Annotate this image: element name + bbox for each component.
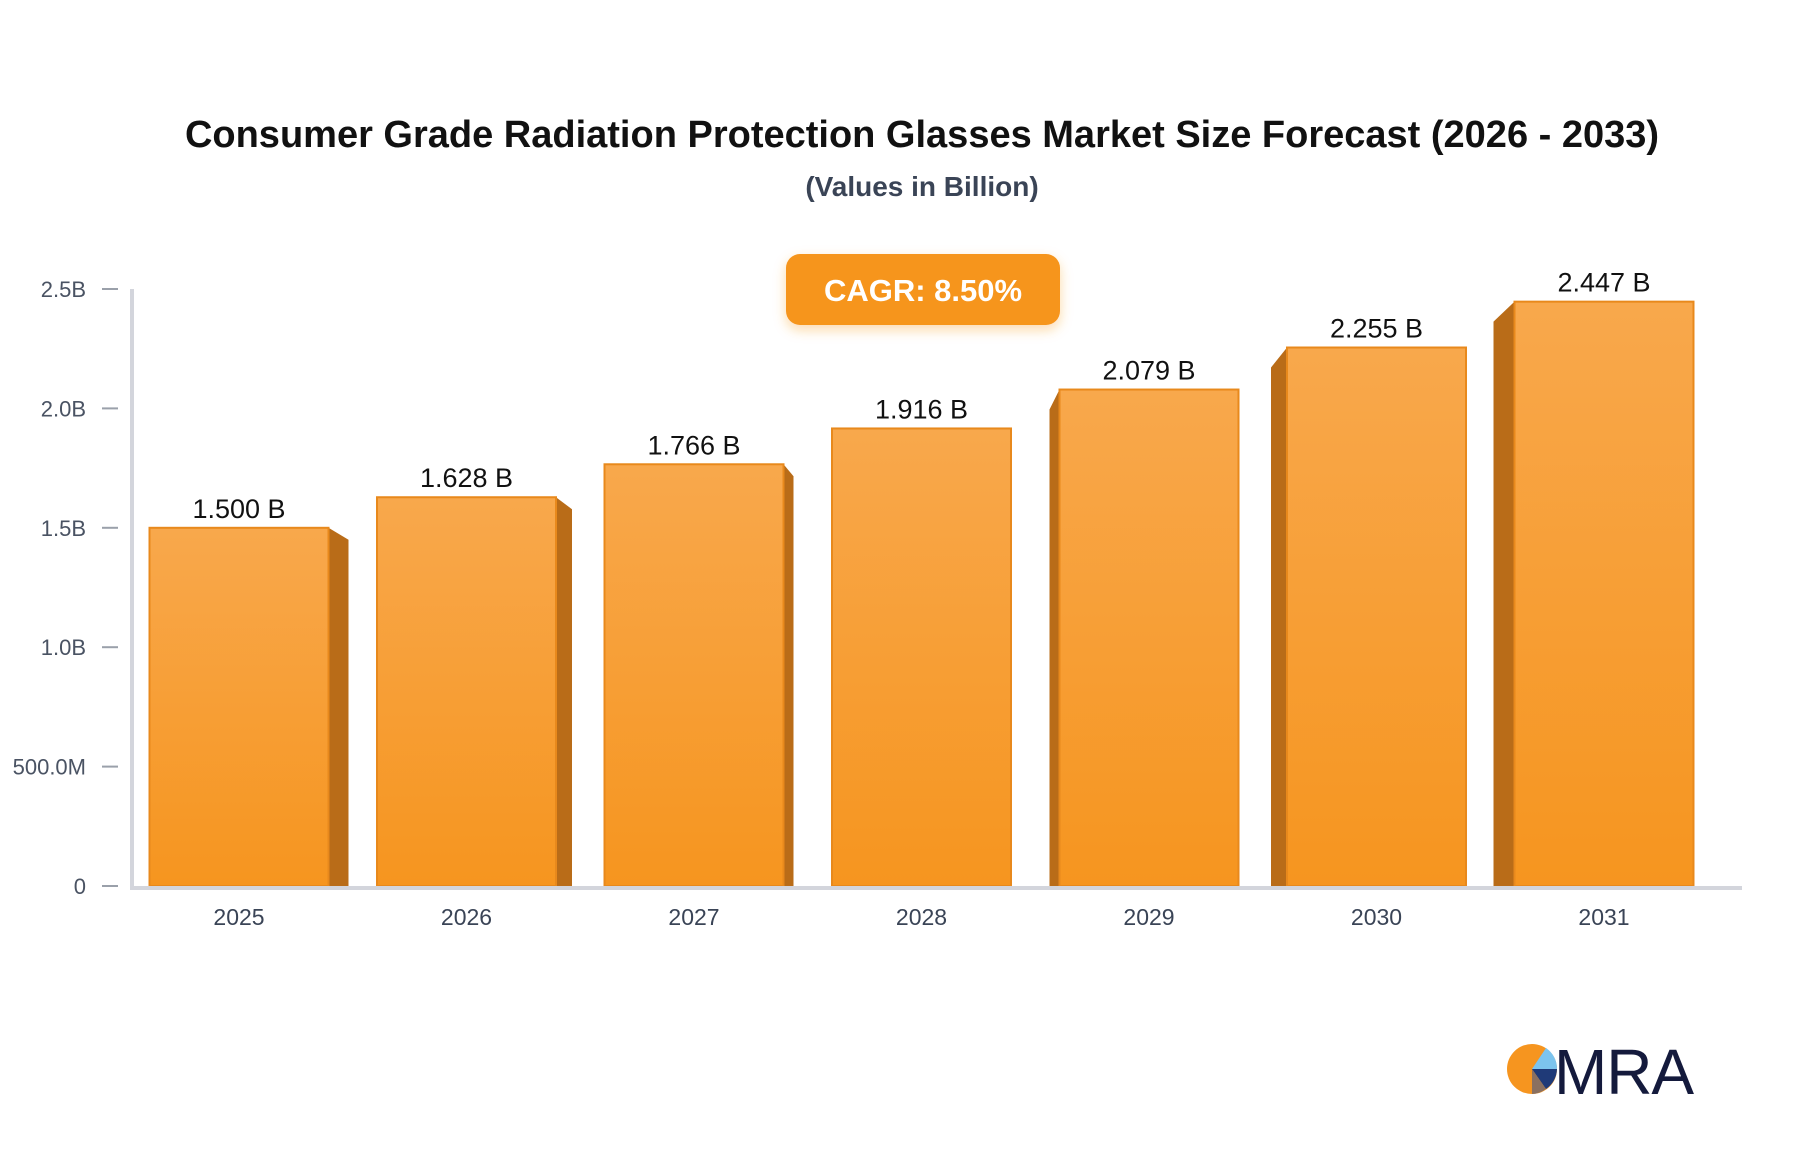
data-label: 2.255 B	[1330, 314, 1423, 344]
chart-subtitle: (Values in Billion)	[805, 171, 1038, 202]
bar-side	[328, 527, 349, 886]
bar-2031	[1513, 300, 1695, 888]
bar-side	[783, 464, 794, 886]
bar-2027	[603, 463, 785, 887]
x-tick-label: 2030	[1351, 904, 1402, 930]
bar-side	[1049, 389, 1060, 886]
cagr-badge	[786, 254, 1060, 325]
data-label: 1.500 B	[192, 494, 285, 524]
y-tick-label: 2.5B	[41, 277, 86, 302]
bars: 1.500 B 2025 1.628 B 2026 1.766 B 2027 1.916 B…	[148, 268, 1695, 930]
data-label: 1.628 B	[420, 463, 513, 493]
x-tick-label: 2026	[441, 904, 492, 930]
chart-title: Consumer Grade Radiation Protection Glas…	[185, 114, 1659, 156]
bar-2029	[1058, 388, 1240, 887]
x-tick-label: 2027	[668, 904, 719, 930]
x-tick-label: 2028	[896, 904, 947, 930]
x-tick-label: 2025	[213, 904, 264, 930]
cagr-label: CAGR: 8.50%	[824, 273, 1022, 308]
y-tick-label: 0	[74, 874, 86, 899]
mra-logo: MRA	[1507, 1036, 1694, 1108]
bar-2026	[376, 496, 557, 887]
y-tick-label: 1.0B	[41, 635, 86, 660]
y-tick-label: 2.0B	[41, 396, 86, 421]
y-tick-label: 1.5B	[41, 516, 86, 541]
logo-text: MRA	[1554, 1036, 1694, 1108]
bar-side	[1493, 301, 1515, 887]
bar-2025	[148, 526, 330, 887]
x-tick-label: 2029	[1123, 904, 1174, 930]
bar-side	[1271, 347, 1287, 887]
y-axis: 0 500.0M 1.0B 1.5B 2.0B 2.5B	[13, 277, 118, 899]
bar-2030	[1286, 346, 1467, 888]
data-label: 1.916 B	[875, 394, 968, 424]
data-label: 2.447 B	[1557, 268, 1650, 298]
data-label: 1.766 B	[647, 430, 740, 460]
x-tick-label: 2031	[1578, 904, 1629, 930]
bar-2028	[831, 427, 1012, 887]
y-tick-label: 500.0M	[13, 755, 86, 780]
data-label: 2.079 B	[1102, 356, 1195, 386]
bar-side	[556, 497, 572, 886]
